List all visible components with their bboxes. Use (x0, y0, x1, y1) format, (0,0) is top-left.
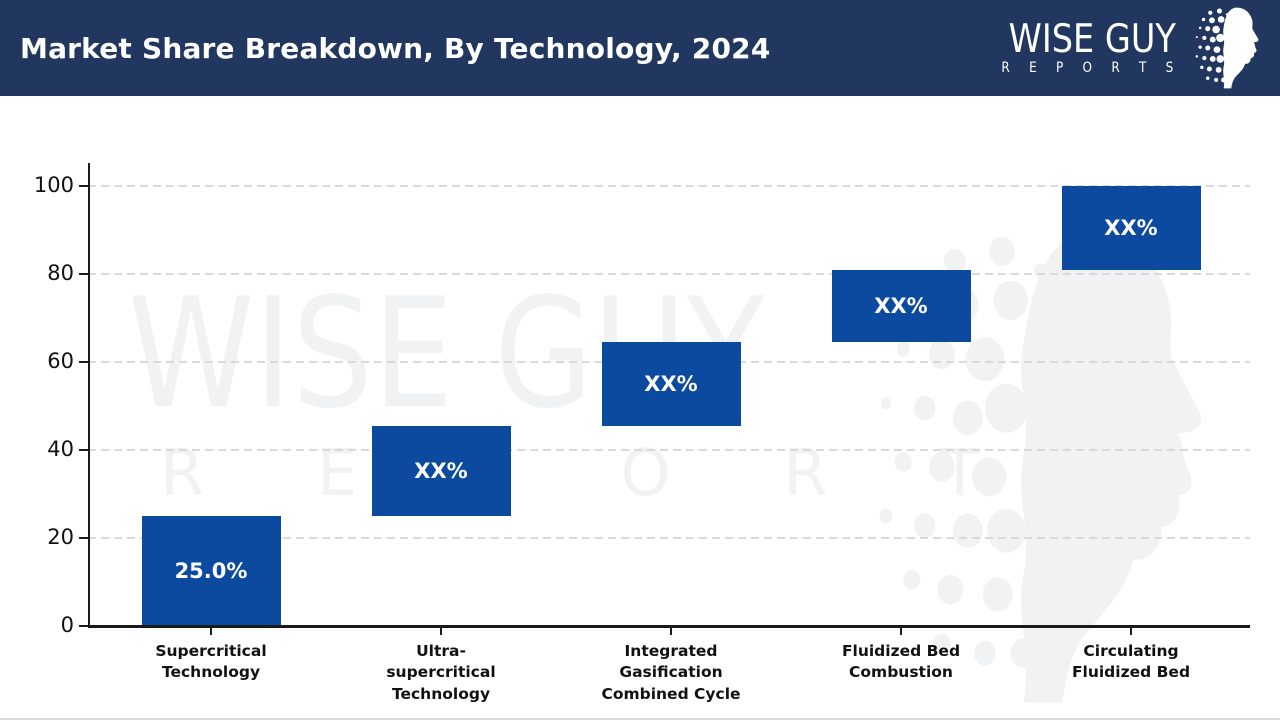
y-axis-tick-label: 0 (60, 613, 74, 637)
y-axis-tick (79, 185, 88, 187)
watermark-reports-text: R E P O R T S (160, 437, 1179, 511)
y-axis-tick (79, 537, 88, 539)
wise-guy-logo: WISE GUY R E P O R T S (973, 6, 1266, 90)
gridline (88, 537, 1250, 539)
y-axis-tick-label: 80 (47, 261, 74, 285)
x-axis-category-label: Fluidized Bed Combustion (841, 642, 961, 682)
page-title: Market Share Breakdown, By Technology, 2… (20, 31, 771, 65)
y-axis-tick (79, 449, 88, 451)
x-axis-category-label: Ultra- supercritical Technology (386, 642, 496, 703)
gridline (88, 449, 1250, 451)
bar-value-label: XX% (1104, 215, 1158, 240)
bar-value-label: XX% (874, 293, 928, 318)
y-axis-tick-label: 60 (47, 349, 74, 373)
x-axis-tick (900, 626, 902, 635)
gridline (88, 273, 1250, 275)
x-axis-tick (440, 626, 442, 635)
x-axis-tick (670, 626, 672, 635)
gridline (88, 185, 1250, 187)
y-axis-tick (79, 361, 88, 363)
y-axis-tick-label: 20 (47, 525, 74, 549)
x-axis-tick (1130, 626, 1132, 635)
x-axis-line (88, 625, 1250, 628)
y-axis-tick (79, 273, 88, 275)
logo-face-icon (1178, 6, 1266, 90)
y-axis-tick-label: 100 (33, 173, 74, 197)
bar-segment (141, 516, 281, 626)
y-axis-line (88, 163, 90, 626)
x-axis-category-label: Supercritical Technology (155, 642, 267, 682)
logo-reports-text: R E P O R T S (1001, 60, 1182, 76)
bar-value-label: XX% (414, 458, 468, 483)
x-axis-category-label: Circulating Fluidized Bed (1071, 642, 1191, 682)
logo-name-text: WISE GUY (1008, 17, 1176, 62)
bar-value-label: 25.0% (174, 559, 248, 583)
y-axis-tick-label: 40 (47, 437, 74, 461)
x-axis-category-label: Integrated Gasification Combined Cycle (601, 642, 741, 703)
bar-value-label: XX% (644, 372, 698, 396)
logo-wordmark: WISE GUY R E P O R T S (1002, 20, 1176, 76)
x-axis-tick (210, 626, 212, 635)
y-axis-tick (79, 625, 88, 627)
bar-segment (601, 342, 741, 426)
bar-segment (371, 425, 511, 516)
header-bar: Market Share Breakdown, By Technology, 2… (0, 0, 1280, 96)
